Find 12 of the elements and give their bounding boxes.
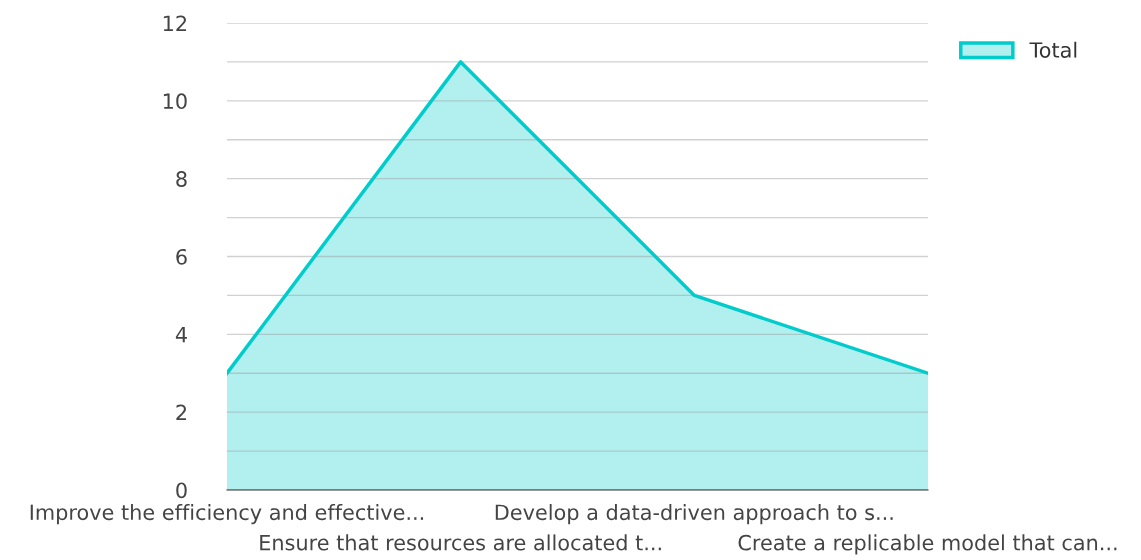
y-tick-label: 12 bbox=[163, 15, 187, 31]
x-tick-label: Develop a data-driven approach to s... bbox=[495, 504, 893, 525]
y-tick-label: 8 bbox=[176, 171, 187, 187]
y-tick-label: 6 bbox=[176, 248, 187, 265]
y-tick-label: 2 bbox=[176, 404, 187, 421]
x-tick-label: Improve the efficiency and effective... bbox=[30, 504, 424, 525]
legend-label: Total bbox=[1029, 41, 1077, 58]
x-tick-label: Ensure that resources are allocated t... bbox=[260, 534, 661, 551]
y-tick-label: 10 bbox=[163, 93, 187, 110]
x-tick-label: Create a replicable model that can... bbox=[738, 534, 1117, 555]
y-tick-label: 0 bbox=[176, 482, 187, 499]
y-tick-label: 4 bbox=[175, 327, 187, 343]
